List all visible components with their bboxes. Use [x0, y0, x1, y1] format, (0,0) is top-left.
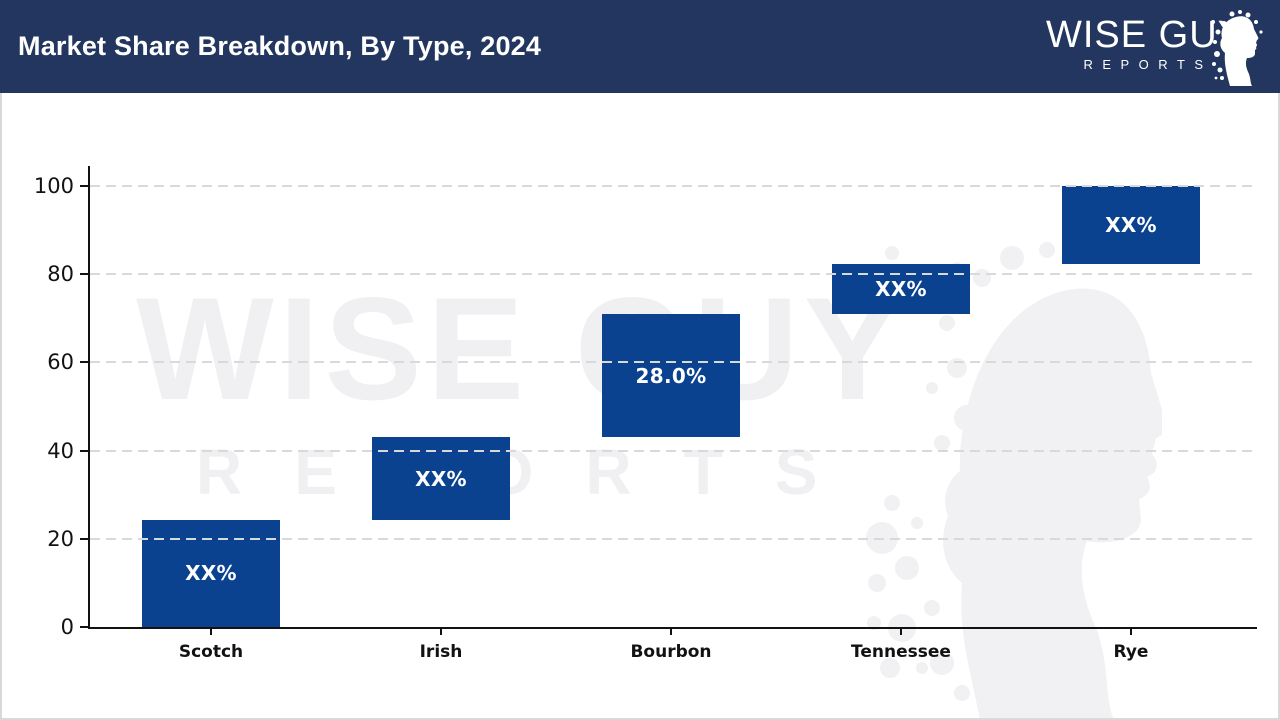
page-title: Market Share Breakdown, By Type, 2024	[18, 31, 542, 61]
bar-value-label: XX%	[185, 561, 237, 586]
brand-subtitle: REPORTS	[1083, 57, 1213, 72]
frame-bottom	[0, 718, 1280, 720]
bar-segment-rye: XX%	[1062, 186, 1200, 265]
header-bar: Market Share Breakdown, By Type, 2024 WI…	[0, 0, 1280, 93]
bar-value-label: XX%	[1105, 213, 1157, 238]
y-tick-label: 0	[60, 615, 74, 639]
bar-segment-tennessee: XX%	[832, 264, 970, 314]
x-tick-mark	[440, 627, 442, 635]
gridline	[90, 537, 1257, 540]
frame-left	[0, 93, 2, 720]
brand-face-icon	[1211, 10, 1263, 86]
x-tick-mark	[900, 627, 902, 635]
gridline	[90, 273, 1257, 276]
x-tick-label: Tennessee	[851, 642, 951, 662]
bar-value-label: XX%	[875, 276, 927, 301]
x-tick-mark	[670, 627, 672, 635]
x-tick-mark	[210, 627, 212, 635]
y-tick-mark	[80, 537, 88, 540]
y-tick-label: 80	[47, 262, 74, 287]
x-tick-mark	[1130, 627, 1132, 635]
y-tick-label: 20	[47, 526, 74, 551]
y-tick-mark	[80, 273, 88, 276]
y-tick-mark	[80, 449, 88, 452]
x-tick-label: Irish	[419, 642, 463, 662]
gridline	[90, 185, 1257, 187]
bar-segment-bourbon: 28.0%	[602, 313, 740, 438]
x-tick-label: Scotch	[178, 642, 244, 662]
x-tick-label: Rye	[1113, 642, 1149, 662]
gridline	[90, 361, 1257, 364]
bar-segment-scotch: XX%	[142, 519, 280, 627]
brand-logo-text: WISE GUY REPORTS	[1046, 16, 1244, 71]
bar-chart-plot: 0 20 40 60 80 100 XX% Scotch XX% Irish 28.0% Bourbo…	[34, 166, 1257, 662]
frame-right	[1278, 93, 1280, 720]
y-tick-label: 100	[33, 174, 74, 198]
bar-value-label: XX%	[415, 466, 467, 491]
y-tick-label: 40	[47, 438, 74, 463]
brand-name: WISE GUY	[1046, 14, 1245, 56]
watermark-brand: WISE GUY	[136, 267, 907, 430]
brand-logo: WISE GUY REPORTS	[1006, 6, 1268, 88]
x-tick-label: Bourbon	[630, 642, 712, 662]
y-tick-mark	[80, 626, 88, 628]
gridline	[90, 449, 1257, 452]
y-tick-mark	[80, 361, 88, 364]
y-tick-mark	[80, 185, 88, 187]
y-tick-label: 60	[47, 350, 74, 375]
bar-value-label: 28.0%	[635, 363, 707, 388]
